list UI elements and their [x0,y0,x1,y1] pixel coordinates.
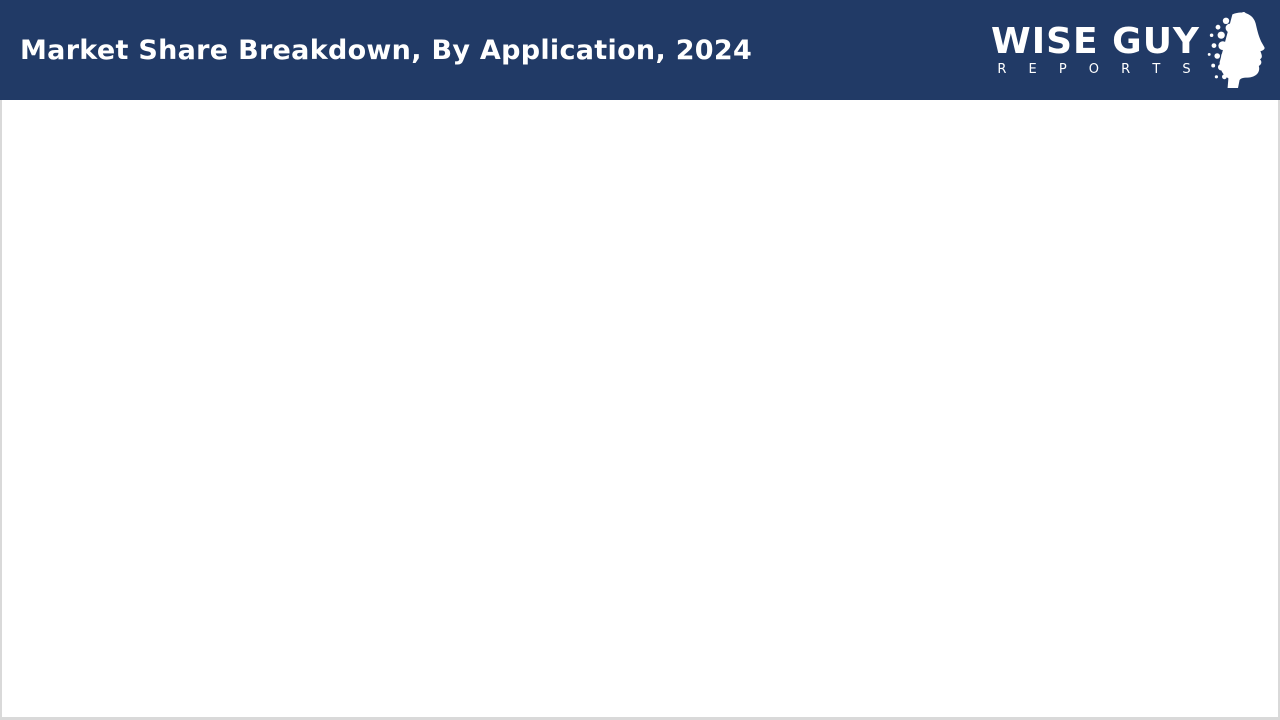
chart-title: Market Share Breakdown, By Application, … [20,34,753,66]
chart-body-frame [0,100,1280,720]
logo-subtitle: R E P O R T S [997,62,1200,78]
header-banner: Market Share Breakdown, By Application, … [0,0,1280,100]
logo-text: WISE GUY R E P O R T S [990,20,1200,78]
logo-wordmark: WISE GUY [990,20,1200,62]
wise-guy-reports-logo: WISE GUY R E P O R T S [991,0,1266,100]
logo-face-icon [1202,8,1266,92]
